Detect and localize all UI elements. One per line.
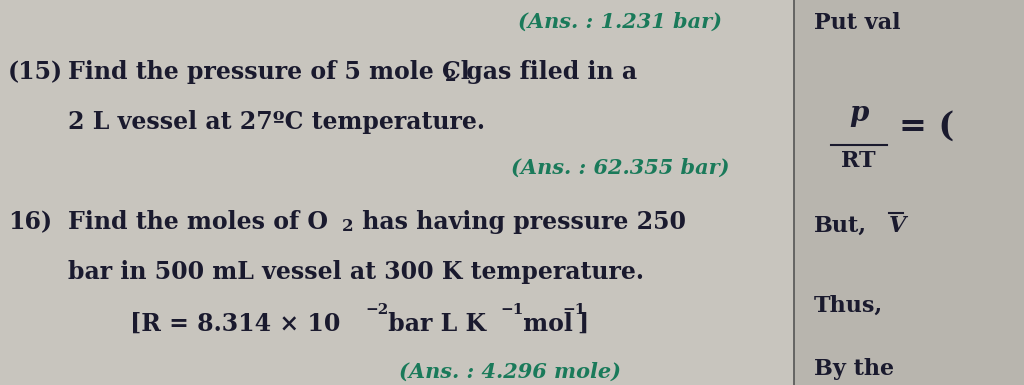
Text: [R = 8.314 × 10: [R = 8.314 × 10 [130, 312, 340, 336]
Text: Thus,: Thus, [814, 295, 883, 317]
Text: (Ans. : 1.231 bar): (Ans. : 1.231 bar) [518, 12, 722, 32]
Text: By the: By the [814, 358, 894, 380]
Text: gas filed in a: gas filed in a [458, 60, 637, 84]
Text: bar L K: bar L K [380, 312, 486, 336]
Text: V: V [889, 215, 906, 237]
Text: But,: But, [814, 215, 866, 237]
Text: −1: −1 [500, 303, 523, 317]
Text: ]: ] [577, 312, 588, 336]
Text: has having pressure 250: has having pressure 250 [354, 210, 686, 234]
Text: RT: RT [842, 150, 876, 172]
Text: 2 L vessel at 27ºC temperature.: 2 L vessel at 27ºC temperature. [68, 110, 485, 134]
Text: Find the pressure of 5 mole Cl: Find the pressure of 5 mole Cl [68, 60, 470, 84]
Text: Put val: Put val [814, 12, 900, 34]
Text: 2: 2 [445, 68, 457, 85]
Text: p: p [849, 100, 868, 127]
Text: (Ans. : 62.355 bar): (Ans. : 62.355 bar) [511, 158, 729, 178]
Text: bar in 500 mL vessel at 300 K temperature.: bar in 500 mL vessel at 300 K temperatur… [68, 260, 644, 284]
Text: 2: 2 [342, 218, 353, 235]
Text: −2: −2 [365, 303, 388, 317]
Text: Find the moles of O: Find the moles of O [68, 210, 328, 234]
Text: = (: = ( [899, 110, 953, 143]
Text: (Ans. : 4.296 mole): (Ans. : 4.296 mole) [399, 362, 621, 382]
Text: (15): (15) [8, 60, 63, 84]
Text: mol: mol [515, 312, 572, 336]
Bar [794, 0, 1024, 385]
Bar [0, 0, 794, 385]
Text: −1: −1 [562, 303, 586, 317]
Text: 16): 16) [8, 210, 52, 234]
